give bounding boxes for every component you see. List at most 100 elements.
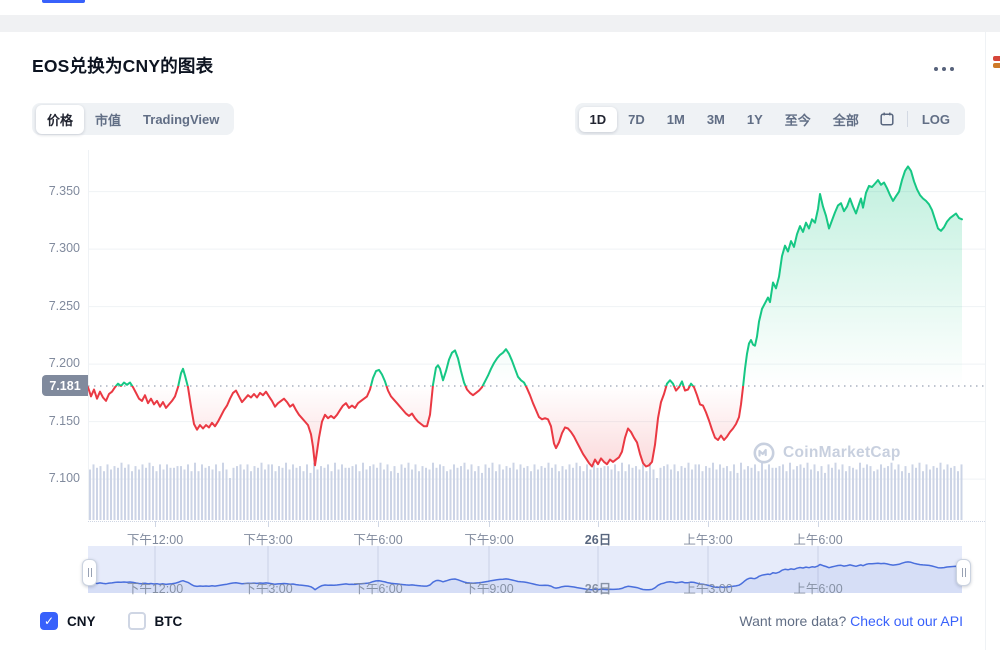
volume-bar	[222, 462, 224, 520]
volume-bar	[740, 462, 742, 520]
volume-bar	[386, 464, 389, 520]
volume-bar	[953, 466, 956, 520]
volume-bar	[498, 464, 501, 520]
calendar-button[interactable]	[870, 107, 904, 131]
volume-bar	[589, 469, 592, 520]
volume-bar	[565, 469, 567, 520]
volume-bar	[96, 467, 98, 520]
checked-checkbox[interactable]: ✓	[40, 612, 58, 630]
y-tick-label: 7.250	[48, 298, 80, 313]
range-1d[interactable]: 1D	[578, 106, 618, 132]
volume-bar	[477, 466, 480, 520]
range-7d[interactable]: 7D	[628, 111, 645, 127]
watermark-text: CoinMarketCap	[783, 444, 901, 461]
volume-bar	[372, 464, 375, 520]
volume-bar	[743, 469, 746, 520]
y-tick-label: 7.100	[48, 471, 80, 486]
volume-bar	[782, 464, 784, 520]
volume-bar	[330, 471, 333, 520]
volume-bar	[943, 469, 945, 520]
volume-bar	[617, 471, 620, 520]
volume-bar	[474, 471, 476, 520]
volume-bar	[537, 469, 539, 520]
volume-bar	[950, 467, 952, 520]
range-3m[interactable]: 3M	[706, 111, 725, 127]
y-tick-label: 7.200	[48, 356, 80, 371]
current-price-badge: 7.181	[42, 375, 88, 396]
legend-item-cny[interactable]: ✓ CNY	[40, 612, 96, 630]
volume-bar	[813, 464, 816, 520]
volume-bar	[208, 466, 210, 520]
clipped-sidebar-icon	[993, 63, 1000, 68]
volume-bar	[540, 466, 543, 520]
volume-bar	[603, 466, 606, 520]
volume-bar	[820, 466, 823, 520]
volume-bar	[792, 469, 795, 520]
volume-bar	[120, 462, 123, 520]
x-tick	[268, 521, 269, 527]
volume-bar	[159, 464, 161, 520]
volume-bar	[302, 471, 305, 520]
volume-bar	[652, 469, 655, 520]
volume-bar	[572, 467, 574, 520]
volume-bar	[600, 467, 602, 520]
range-1y[interactable]: 1Y	[746, 111, 763, 127]
volume-bar	[778, 466, 781, 520]
volume-bar	[313, 462, 315, 520]
volume-bar	[579, 466, 581, 520]
volume-bar	[866, 464, 868, 520]
volume-bar	[516, 469, 518, 520]
more-options-button[interactable]	[934, 60, 962, 78]
legend-item-btc[interactable]: BTC	[127, 612, 182, 630]
toggle-tradingview[interactable]: TradingView	[143, 111, 220, 127]
volume-bar	[127, 464, 130, 520]
range-全部[interactable]: 全部	[832, 112, 859, 128]
volume-bar	[876, 469, 879, 520]
range-navigator[interactable]	[88, 546, 962, 593]
volume-bar	[806, 462, 809, 520]
volume-bar	[407, 462, 410, 520]
volume-bar	[911, 464, 914, 520]
volume-bar	[365, 469, 368, 520]
volume-bar	[393, 466, 396, 520]
range-至今[interactable]: 至今	[784, 112, 811, 128]
volume-bar	[211, 469, 214, 520]
navigator-line	[88, 561, 962, 591]
volume-bar	[103, 471, 105, 520]
navigator-right-handle[interactable]	[956, 559, 971, 586]
volume-bar	[183, 469, 186, 520]
volume-bar	[463, 462, 466, 520]
volume-bar	[295, 467, 298, 520]
volume-bar	[495, 471, 497, 520]
volume-bar	[414, 464, 417, 520]
volume-bar	[442, 466, 445, 520]
toggle-市值[interactable]: 市值	[95, 112, 122, 128]
volume-bar	[687, 462, 690, 520]
volume-bar	[131, 471, 133, 520]
log-scale-button[interactable]: LOG	[921, 111, 950, 127]
volume-bar	[624, 471, 627, 520]
volume-bar	[348, 467, 350, 520]
volume-bar	[834, 462, 837, 520]
volume-bar	[694, 464, 697, 520]
volume-bar	[925, 464, 928, 520]
range-1m[interactable]: 1M	[666, 111, 685, 127]
volume-bar	[246, 464, 249, 520]
api-link[interactable]: Check out our API	[850, 613, 963, 629]
unchecked-checkbox[interactable]	[127, 612, 146, 630]
toggle-价格[interactable]: 价格	[36, 104, 85, 134]
volume-bar	[722, 467, 725, 520]
volume-bar	[645, 471, 648, 520]
volume-bar	[292, 464, 294, 520]
navigator-left-handle[interactable]	[82, 559, 97, 586]
volume-bar	[824, 472, 826, 520]
volume-bar	[337, 469, 340, 520]
volume-bar	[670, 469, 672, 520]
panel-divider	[985, 32, 986, 650]
volume-bar	[831, 467, 833, 520]
price-chart[interactable]	[88, 150, 985, 521]
x-tick	[155, 521, 156, 527]
volume-bar	[316, 469, 319, 520]
volume-bar	[299, 466, 301, 520]
volume-bar	[530, 471, 532, 520]
